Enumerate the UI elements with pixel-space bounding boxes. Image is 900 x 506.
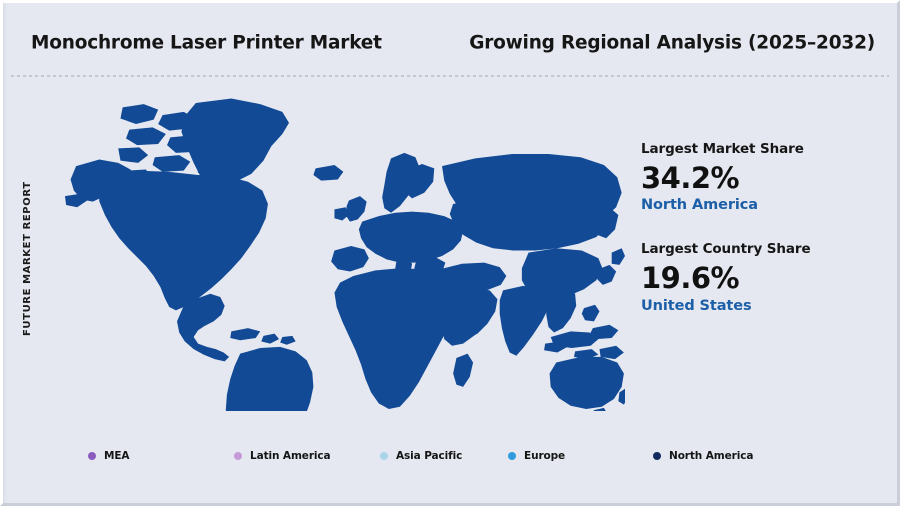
stat-label: Largest Country Share — [641, 241, 811, 258]
stat-value: 19.6% — [641, 261, 740, 296]
stat-value: 34.2% — [641, 161, 740, 195]
map-landmasses — [65, 98, 625, 411]
legend-dot-icon — [508, 452, 516, 460]
legend-item-mea: MEA — [88, 450, 234, 462]
stat-region: North America — [641, 197, 758, 214]
legend-label: North America — [669, 450, 754, 462]
legend-dot-icon — [380, 452, 388, 460]
legend-label: Europe — [524, 450, 566, 462]
legend-dot-icon — [234, 452, 242, 460]
legend-dot-icon — [653, 452, 661, 460]
legend-label: Asia Pacific — [396, 450, 463, 462]
stats-panel: Largest Market Share 34.2% North America… — [641, 141, 891, 342]
legend-dot-icon — [88, 452, 96, 460]
brand-watermark: FUTURE MARKET REPORT — [22, 181, 33, 336]
legend-label: MEA — [104, 450, 130, 462]
legend-item-north-america: North America — [653, 450, 753, 462]
legend-label: Latin America — [250, 450, 331, 462]
legend-item-latin-america: Latin America — [234, 450, 380, 462]
header-divider — [11, 75, 889, 77]
page-title: Monochrome Laser Printer Market — [31, 32, 382, 54]
header-subtitle: Growing Regional Analysis (2025–2032) — [469, 32, 875, 54]
world-map — [65, 91, 625, 411]
map-legend: MEA Latin America Asia Pacific Europe No… — [88, 450, 753, 462]
legend-item-europe: Europe — [508, 450, 653, 462]
legend-item-asia-pacific: Asia Pacific — [380, 450, 508, 462]
stat-largest-market-share: Largest Market Share 34.2% North America — [641, 141, 891, 213]
stat-label: Largest Market Share — [641, 141, 804, 157]
stat-largest-country-share: Largest Country Share 19.6% United State… — [641, 241, 891, 313]
world-map-svg — [65, 98, 625, 411]
stat-region: United States — [641, 297, 752, 314]
header: Monochrome Laser Printer Market Growing … — [3, 3, 897, 75]
